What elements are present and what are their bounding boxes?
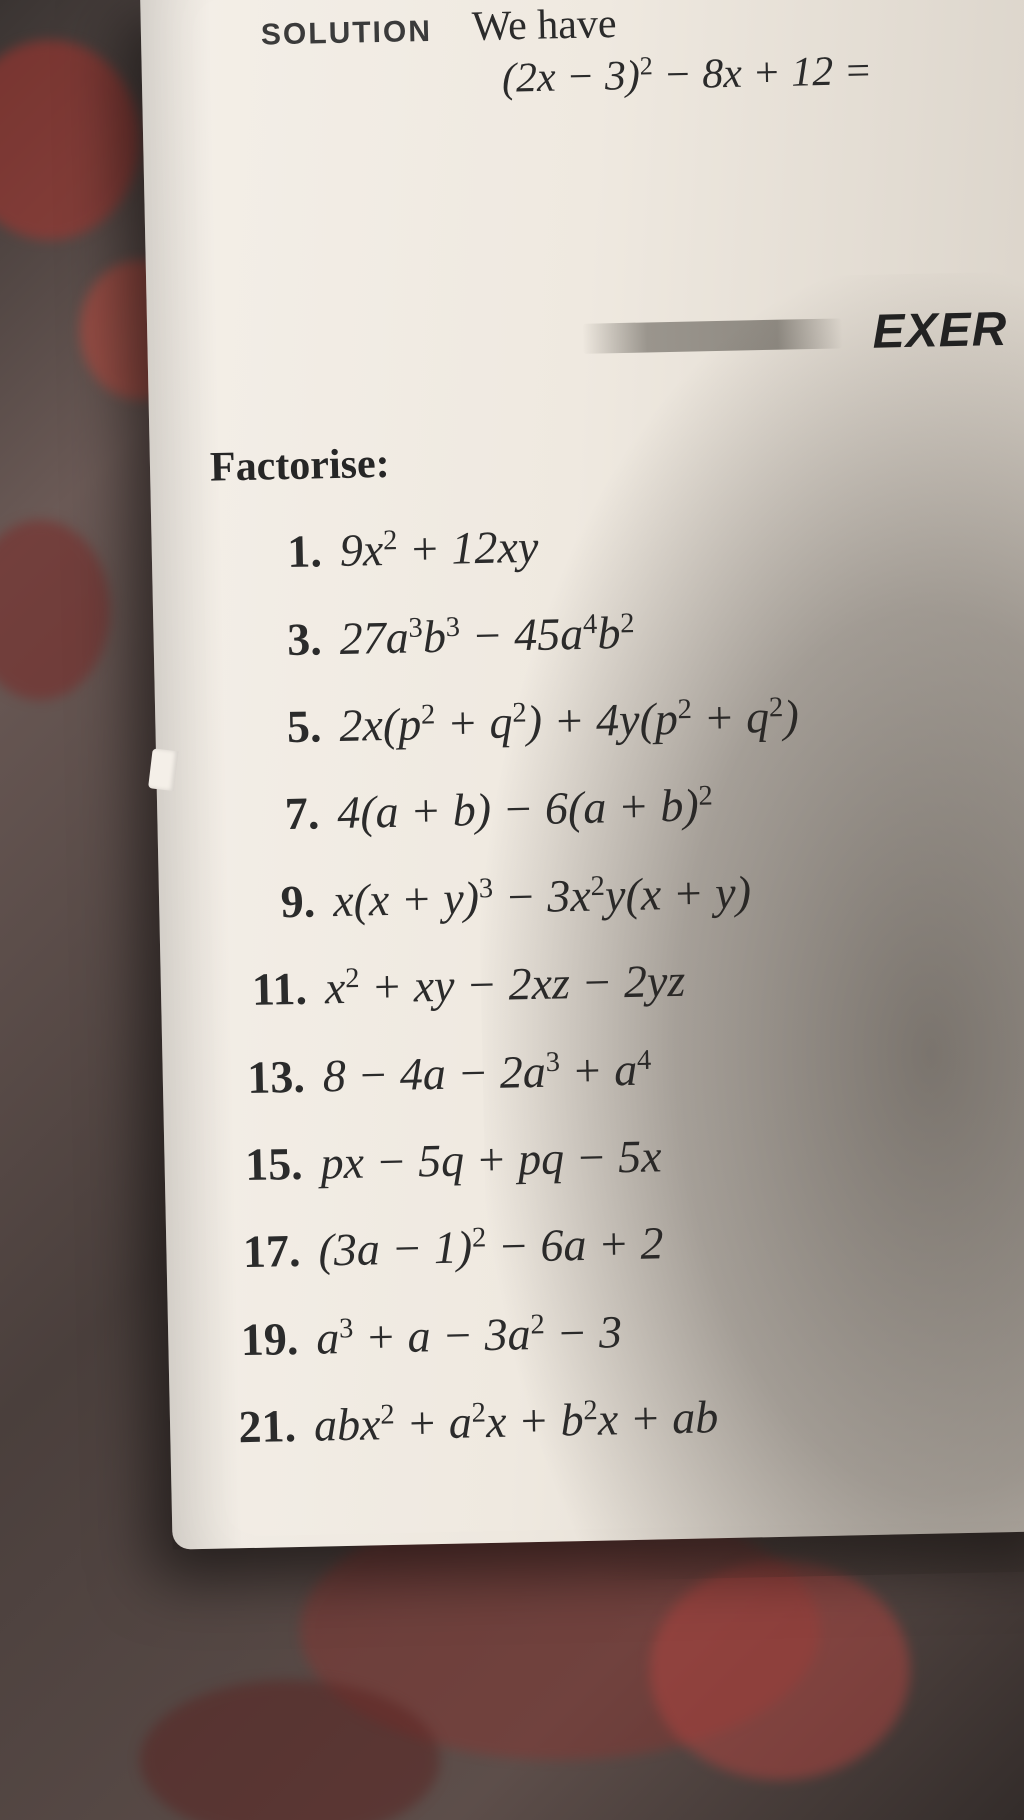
problem-row: 3.27a3b3 − 45a4b2 [251, 581, 1015, 684]
problem-row: 13.8 − 4a − 2a3 + a4 [234, 1017, 1024, 1121]
problem-row: 15.px − 5q + pq − 5x [232, 1105, 1024, 1209]
worked-expression: (2x − 3)2 − 8x + 12 = [501, 44, 1002, 103]
problem-number: 19. [227, 1295, 299, 1384]
problem-expression: 9x2 + 12xy [339, 503, 539, 595]
photo-scene: SOLUTION We have (2x − 3)2 − 8x + 12 = E… [0, 0, 1024, 1820]
problem-row: 5.2x(p2 + q2) + 4y(p2 + q2) [251, 668, 1017, 771]
carpet-texture [0, 40, 140, 240]
problem-expression: x2 + xy − 2xz − 2yz [324, 937, 686, 1032]
problem-row: 19.a3 + a − 3a2 − 3 [227, 1280, 1024, 1384]
problem-number: 5. [251, 682, 323, 771]
problem-number: 13. [234, 1032, 306, 1121]
exercise-header-row: EXER [207, 302, 1008, 374]
problem-expression: 4(a + b) − 6(a + b)2 [336, 762, 713, 857]
solution-label: SOLUTION [261, 15, 433, 53]
problem-number: 17. [230, 1207, 302, 1296]
problem-number: 15. [232, 1120, 304, 1209]
page-content: SOLUTION We have (2x − 3)2 − 8x + 12 = E… [140, 0, 1024, 1512]
exercise-label: EXER [872, 303, 1008, 359]
problem-number: 9. [244, 857, 316, 946]
problem-row: 21.abx2 + a2x + b2x + ab [225, 1367, 1024, 1471]
problem-number: 3. [251, 595, 323, 684]
problem-number: 21. [225, 1382, 297, 1471]
problem-expression: 8 − 4a − 2a3 + a4 [322, 1025, 652, 1119]
problem-row: 7.4(a + b) − 6(a + b)2 [248, 755, 1018, 858]
problem-row: 11.x2 + xy − 2xz − 2yz [236, 930, 1022, 1034]
problem-number: 7. [248, 770, 320, 859]
problem-row: 9.x(x + y)3 − 3x2y(x + y) [244, 843, 1020, 947]
problem-expression: x(x + y)3 − 3x2y(x + y) [332, 848, 752, 944]
problem-row: 1.9x2 + 12xy [251, 493, 1013, 596]
problem-list: 1.9x2 + 12xy3.27a3b3 − 45a4b25.2x(p2 + q… [211, 493, 1024, 1471]
problem-number: 1. [251, 508, 323, 597]
we-have-text: We have [471, 0, 617, 51]
carpet-texture [0, 520, 110, 700]
section-marker [582, 318, 843, 353]
textbook-page: SOLUTION We have (2x − 3)2 − 8x + 12 = E… [140, 0, 1024, 1550]
problem-expression: 27a3b3 − 45a4b2 [339, 588, 636, 682]
problem-expression: abx2 + a2x + b2x + ab [313, 1373, 719, 1469]
problem-expression: a3 + a − 3a2 − 3 [315, 1288, 622, 1382]
problem-expression: px − 5q + pq − 5x [320, 1112, 663, 1207]
problem-expression: 2x(p2 + q2) + 4y(p2 + q2) [339, 672, 800, 769]
carpet-texture [650, 1560, 910, 1780]
factorise-heading: Factorise: [210, 427, 1011, 492]
problem-expression: (3a − 1)2 − 6a + 2 [318, 1200, 665, 1295]
problem-row: 17.(3a − 1)2 − 6a + 2 [230, 1192, 1024, 1296]
problem-number: 11. [236, 945, 308, 1034]
